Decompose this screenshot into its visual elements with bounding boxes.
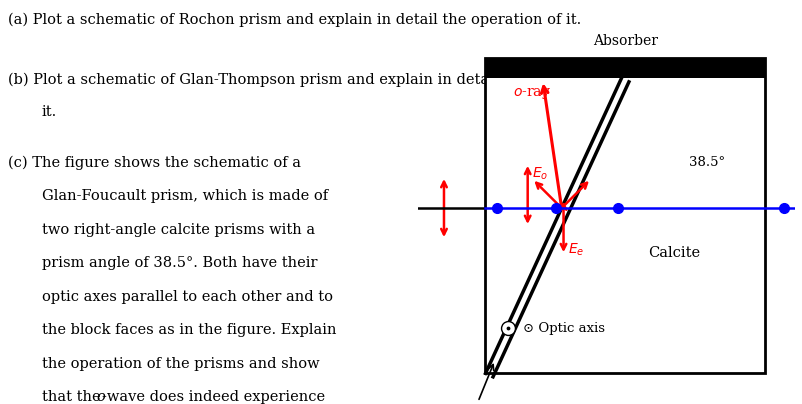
Text: o: o [96,390,105,404]
Text: (c) The figure shows the schematic of a: (c) The figure shows the schematic of a [8,156,301,170]
Text: two right-angle calcite prisms with a: two right-angle calcite prisms with a [42,223,314,237]
Text: (a) Plot a schematic of Rochon prism and explain in detail the operation of it.: (a) Plot a schematic of Rochon prism and… [8,12,581,27]
Text: the operation of the prisms and show: the operation of the prisms and show [42,357,319,371]
Text: optic axes parallel to each other and to: optic axes parallel to each other and to [42,290,332,304]
Text: Absorber: Absorber [592,34,657,48]
Text: (b) Plot a schematic of Glan-Thompson prism and explain in detail the operation : (b) Plot a schematic of Glan-Thompson pr… [8,73,622,87]
Text: $E_o$: $E_o$ [532,166,548,183]
Text: ⊙ Optic axis: ⊙ Optic axis [523,322,605,335]
Text: Calcite: Calcite [647,246,699,260]
Text: the block faces as in the figure. Explain: the block faces as in the figure. Explai… [42,323,336,337]
Text: $o$-ray: $o$-ray [512,86,550,101]
Text: $E_e$: $E_e$ [567,242,584,258]
Bar [485,58,764,373]
Text: that the: that the [42,390,105,404]
Text: -wave does indeed experience: -wave does indeed experience [103,390,325,404]
Text: 38.5°: 38.5° [688,156,724,169]
Text: Air-gap: Air-gap [449,364,498,404]
Text: prism angle of 38.5°. Both have their: prism angle of 38.5°. Both have their [42,256,317,270]
Text: it.: it. [42,105,57,119]
Text: Glan-Foucault prism, which is made of: Glan-Foucault prism, which is made of [42,189,327,203]
Bar [485,58,764,78]
